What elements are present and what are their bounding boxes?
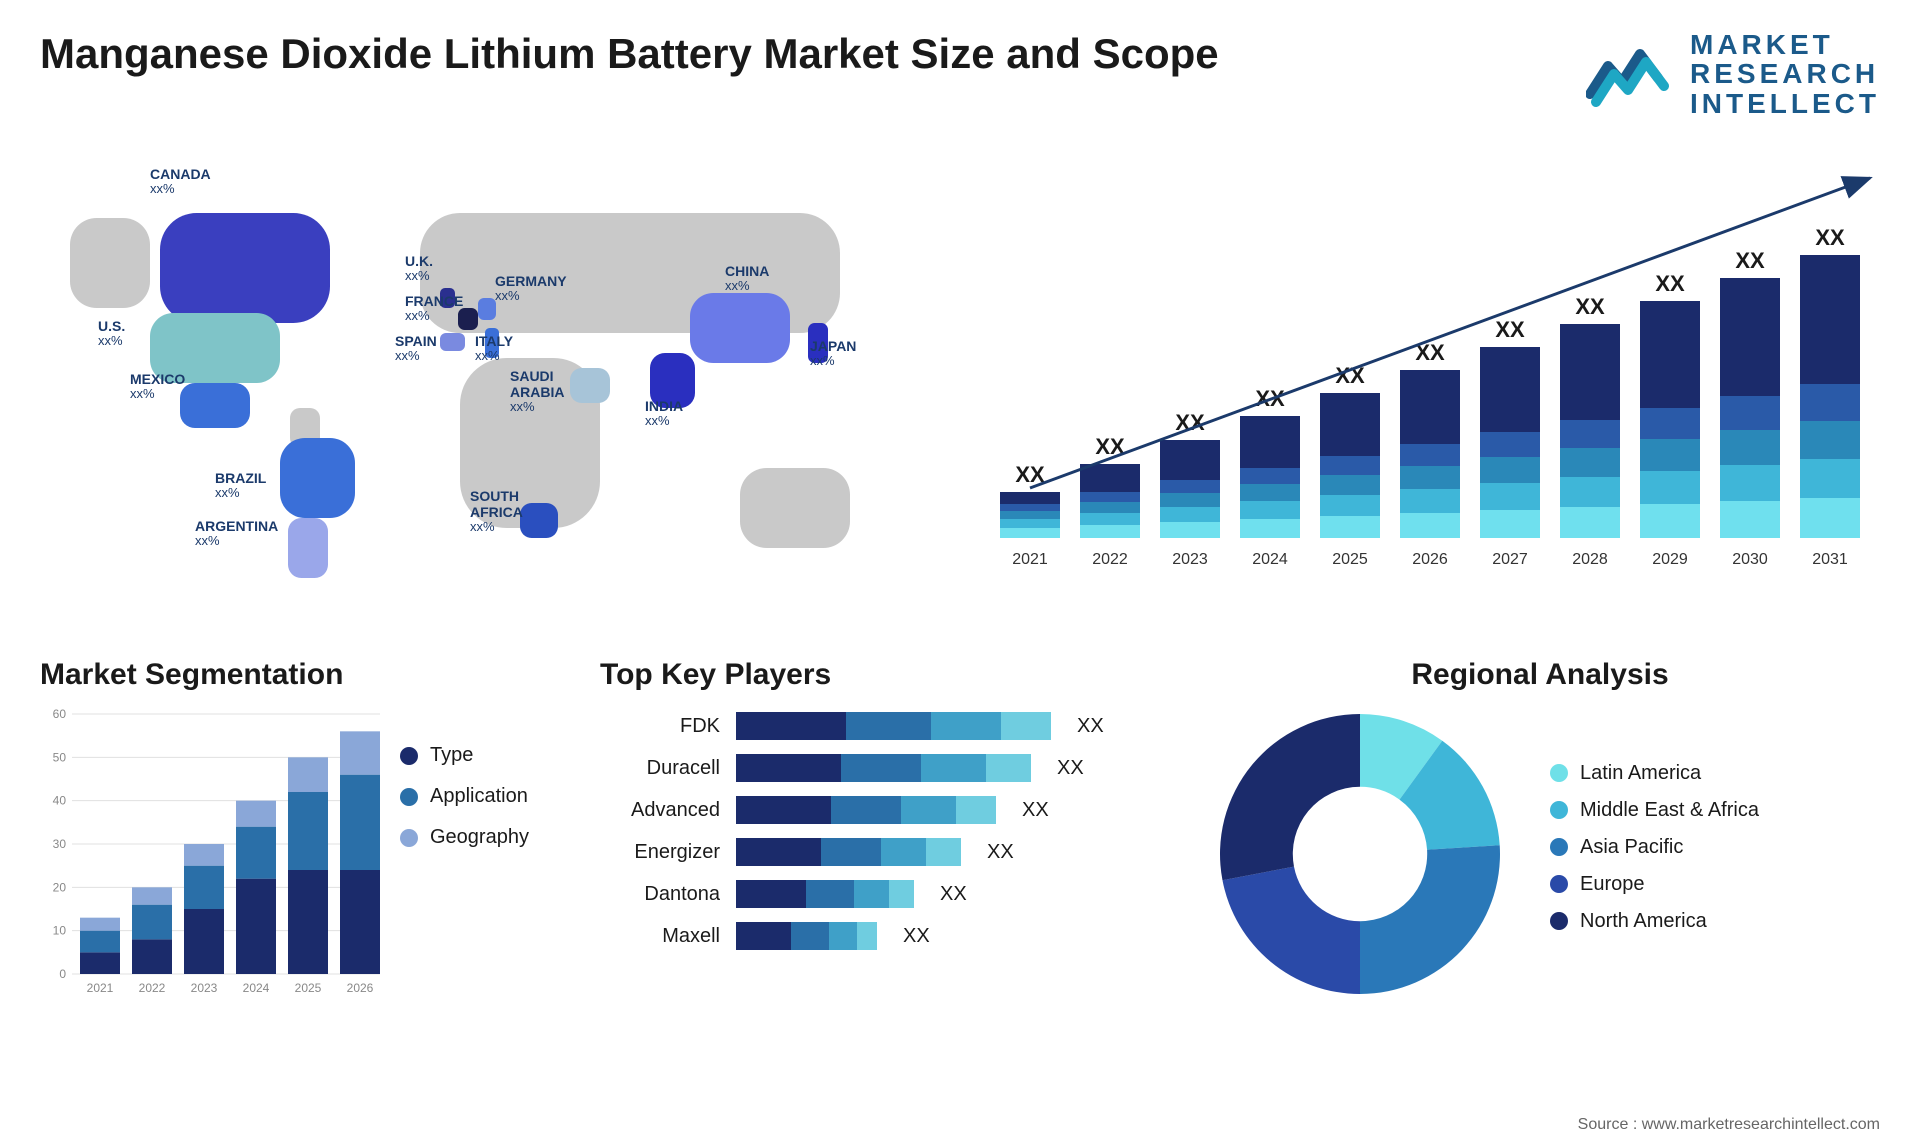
legend-item: Europe	[1550, 873, 1759, 896]
legend-item: Latin America	[1550, 762, 1759, 785]
player-value: XX	[940, 883, 967, 906]
player-name: Dantona	[600, 883, 720, 906]
svg-text:2023: 2023	[191, 981, 218, 995]
regional-legend: Latin America Middle East & Africa Asia Pa…	[1550, 762, 1759, 947]
map-label: SPAINxx%	[395, 333, 437, 364]
svg-text:10: 10	[53, 924, 67, 938]
svg-text:60: 60	[53, 707, 67, 721]
player-value: XX	[1022, 799, 1049, 822]
player-bar	[736, 880, 914, 908]
svg-text:XX: XX	[1735, 248, 1765, 273]
svg-text:XX: XX	[1815, 225, 1845, 250]
legend-item: Asia Pacific	[1550, 836, 1759, 859]
svg-text:2022: 2022	[139, 981, 166, 995]
svg-text:50: 50	[53, 751, 67, 765]
player-row: Duracell XX	[600, 754, 1160, 782]
legend-item: Geography	[400, 826, 529, 849]
world-map-panel: CANADAxx% U.S.xx%MEXICOxx% BRAZILxx% ARGENT…	[40, 158, 940, 588]
player-bar	[736, 796, 996, 824]
player-value: XX	[1077, 715, 1104, 738]
svg-text:2024: 2024	[1252, 551, 1288, 568]
player-bar	[736, 922, 877, 950]
player-bar	[736, 838, 961, 866]
player-value: XX	[987, 841, 1014, 864]
svg-text:XX: XX	[1495, 317, 1525, 342]
svg-text:2025: 2025	[295, 981, 322, 995]
svg-text:2022: 2022	[1092, 551, 1128, 568]
regional-donut-chart	[1200, 704, 1520, 1004]
segmentation-chart: 0 10 20 30 40 50 60 2021 2022 2023 2024 2025 2026	[40, 704, 380, 1004]
svg-text:XX: XX	[1655, 271, 1685, 296]
map-label: ITALYxx%	[475, 333, 513, 364]
svg-text:2029: 2029	[1652, 551, 1688, 568]
svg-text:30: 30	[53, 837, 67, 851]
logo-line3: INTELLECT	[1690, 89, 1880, 118]
players-chart: FDKXXDuracellXXAdvancedXXEnergizerXXDant…	[600, 712, 1160, 950]
svg-text:2030: 2030	[1732, 551, 1768, 568]
map-label: INDIAxx%	[645, 398, 683, 429]
player-row: Maxell XX	[600, 922, 1160, 950]
legend-item: Type	[400, 744, 529, 767]
map-label: CANADAxx%	[150, 166, 211, 197]
map-label: JAPANxx%	[810, 338, 856, 369]
logo-mark-icon	[1586, 38, 1676, 110]
page-title: Manganese Dioxide Lithium Battery Market…	[40, 30, 1219, 78]
regional-title: Regional Analysis	[1200, 658, 1880, 692]
player-row: Dantona XX	[600, 880, 1160, 908]
brand-logo: MARKET RESEARCH INTELLECT	[1586, 30, 1880, 118]
svg-text:2026: 2026	[347, 981, 374, 995]
svg-text:40: 40	[53, 794, 67, 808]
player-bar	[736, 712, 1051, 740]
svg-text:2031: 2031	[1812, 551, 1848, 568]
legend-item: Application	[400, 785, 529, 808]
svg-text:2028: 2028	[1572, 551, 1608, 568]
growth-bar-chart: XX2021XX2022XX2023XX2024XX2025XX2026XX20…	[980, 158, 1880, 588]
svg-text:0: 0	[59, 967, 66, 981]
segmentation-legend: Type Application Geography	[400, 744, 529, 867]
player-name: Advanced	[600, 799, 720, 822]
player-value: XX	[903, 925, 930, 948]
map-label: MEXICOxx%	[130, 371, 185, 402]
svg-text:2027: 2027	[1492, 551, 1528, 568]
svg-text:XX: XX	[1575, 294, 1605, 319]
source-label: Source : www.marketresearchintellect.com	[1578, 1116, 1880, 1134]
players-title: Top Key Players	[600, 658, 1160, 692]
map-label: SOUTHAFRICAxx%	[470, 488, 523, 535]
svg-text:2023: 2023	[1172, 551, 1208, 568]
player-value: XX	[1057, 757, 1084, 780]
map-label: ARGENTINAxx%	[195, 518, 278, 549]
map-label: SAUDIARABIAxx%	[510, 368, 564, 415]
map-label: GERMANYxx%	[495, 273, 567, 304]
legend-item: Middle East & Africa	[1550, 799, 1759, 822]
map-label: CHINAxx%	[725, 263, 769, 294]
player-name: Maxell	[600, 925, 720, 948]
growth-chart-panel: XX2021XX2022XX2023XX2024XX2025XX2026XX20…	[980, 158, 1880, 588]
map-label: BRAZILxx%	[215, 470, 266, 501]
svg-text:20: 20	[53, 881, 67, 895]
player-name: FDK	[600, 715, 720, 738]
player-row: Energizer XX	[600, 838, 1160, 866]
player-name: Duracell	[600, 757, 720, 780]
logo-line2: RESEARCH	[1690, 59, 1880, 88]
svg-text:2024: 2024	[243, 981, 270, 995]
svg-text:2021: 2021	[87, 981, 114, 995]
player-name: Energizer	[600, 841, 720, 864]
segmentation-title: Market Segmentation	[40, 658, 560, 692]
legend-item: North America	[1550, 910, 1759, 933]
map-label: U.K.xx%	[405, 253, 433, 284]
player-row: Advanced XX	[600, 796, 1160, 824]
player-bar	[736, 754, 1031, 782]
map-label: FRANCExx%	[405, 293, 463, 324]
svg-text:2021: 2021	[1012, 551, 1048, 568]
player-row: FDK XX	[600, 712, 1160, 740]
logo-line1: MARKET	[1690, 30, 1880, 59]
svg-text:2026: 2026	[1412, 551, 1448, 568]
map-label: U.S.xx%	[98, 318, 125, 349]
svg-text:2025: 2025	[1332, 551, 1368, 568]
